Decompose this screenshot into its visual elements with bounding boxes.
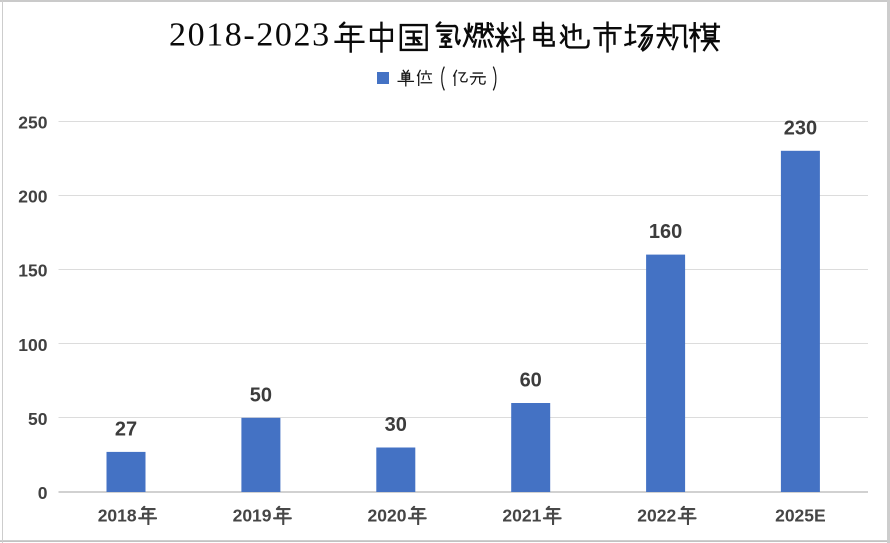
- svg-text:2018: 2018: [98, 505, 137, 525]
- svg-text:2022: 2022: [637, 505, 676, 525]
- svg-text:230: 230: [784, 117, 817, 139]
- svg-text:100: 100: [18, 335, 47, 355]
- svg-text:2021: 2021: [502, 505, 541, 525]
- svg-text:27: 27: [115, 418, 137, 440]
- svg-text:30: 30: [385, 414, 407, 436]
- svg-text:50: 50: [28, 409, 48, 429]
- svg-text:200: 200: [18, 187, 47, 207]
- svg-text:50: 50: [250, 384, 272, 406]
- svg-text:250: 250: [18, 112, 47, 132]
- svg-text:0: 0: [38, 483, 48, 503]
- svg-text:2019: 2019: [233, 505, 272, 525]
- svg-text:60: 60: [520, 370, 542, 392]
- svg-text:2025E: 2025E: [775, 505, 826, 525]
- svg-text:2020: 2020: [368, 505, 407, 525]
- svg-text:2018-2023: 2018-2023: [169, 17, 331, 54]
- svg-text:150: 150: [18, 261, 47, 281]
- svg-text:160: 160: [649, 221, 682, 243]
